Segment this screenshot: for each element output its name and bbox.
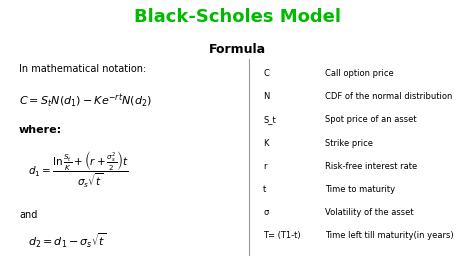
Text: $d_2 = d_1 - \sigma_s \sqrt{t}$: $d_2 = d_1 - \sigma_s \sqrt{t}$ xyxy=(28,231,107,250)
Text: Strike price: Strike price xyxy=(325,139,373,148)
Text: σ: σ xyxy=(263,208,268,217)
Text: Risk-free interest rate: Risk-free interest rate xyxy=(325,162,417,171)
Text: S_t: S_t xyxy=(263,115,276,124)
Text: N: N xyxy=(263,92,269,101)
Text: and: and xyxy=(19,210,37,220)
Text: Call option price: Call option price xyxy=(325,69,393,78)
Text: Volatility of the asset: Volatility of the asset xyxy=(325,208,413,217)
Text: Formula: Formula xyxy=(209,43,265,56)
Text: K: K xyxy=(263,139,269,148)
Text: Time to maturity: Time to maturity xyxy=(325,185,395,194)
Text: t: t xyxy=(263,185,266,194)
Text: In mathematical notation:: In mathematical notation: xyxy=(19,64,146,74)
Text: Spot price of an asset: Spot price of an asset xyxy=(325,115,416,124)
Text: where:: where: xyxy=(19,125,62,135)
Text: CDF of the normal distribution: CDF of the normal distribution xyxy=(325,92,452,101)
Text: Black-Scholes Model: Black-Scholes Model xyxy=(134,8,340,26)
Text: T= (T1-t): T= (T1-t) xyxy=(263,231,301,240)
Text: Time left till maturity(in years): Time left till maturity(in years) xyxy=(325,231,453,240)
Text: r: r xyxy=(263,162,266,171)
Text: $C = S_t N(d_1) - K e^{-rt} N(d_2)$: $C = S_t N(d_1) - K e^{-rt} N(d_2)$ xyxy=(19,93,152,110)
Text: C: C xyxy=(263,69,269,78)
Text: $d_1 = \dfrac{\ln\frac{S_t}{K} + \left(r + \frac{\sigma_s^2}{2}\right)t}{\sigma_: $d_1 = \dfrac{\ln\frac{S_t}{K} + \left(r… xyxy=(28,149,129,190)
